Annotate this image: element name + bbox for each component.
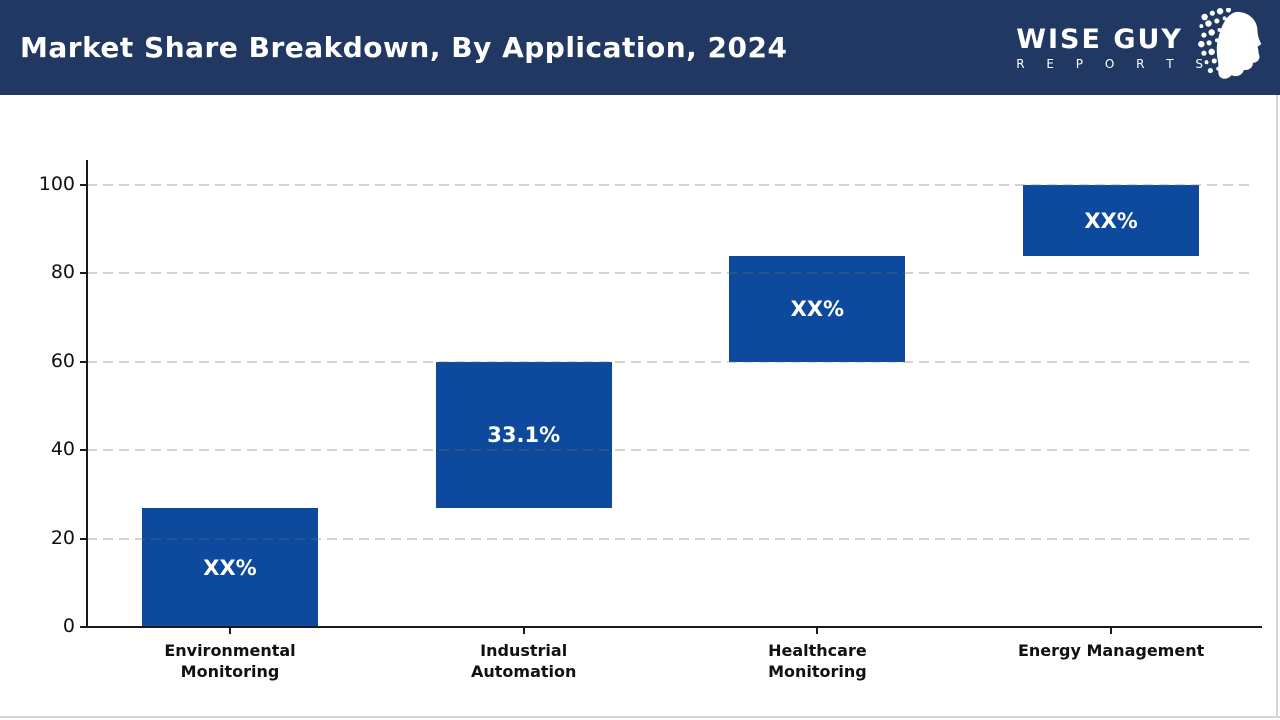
x-category-label-energy-management: Energy Management: [1017, 641, 1205, 660]
gridline-y-100: [87, 184, 1254, 186]
x-category-label-environmental-monitoring: Environmental Monitoring: [164, 641, 296, 681]
x-category-label-healthcare-monitoring: Healthcare Monitoring: [768, 641, 867, 681]
y-tick-label-100: 100: [38, 173, 75, 195]
y-axis-line: [86, 160, 88, 628]
y-tick-label-40: 40: [50, 438, 75, 461]
x-tick-mark: [229, 628, 231, 634]
brand-logo-subtitle: R E P O R T S: [1016, 56, 1212, 71]
x-tick-mark: [522, 628, 525, 634]
x-category-label-industrial-automation: Industrial Automation: [470, 641, 577, 681]
bar-value-label: XX%: [203, 555, 257, 580]
bar-value-label: XX%: [790, 296, 845, 321]
header-bar: Market Share Breakdown, By Application, …: [0, 0, 1280, 95]
gridline-y-80: [87, 272, 1254, 275]
bar-value-label: XX%: [1084, 208, 1138, 233]
y-tick-mark: [80, 272, 87, 275]
bar-environmental-monitoring: XX%: [142, 508, 318, 627]
x-tick-mark: [816, 628, 819, 634]
gridline-y-60: [87, 360, 1254, 363]
y-tick-label-80: 80: [50, 261, 75, 284]
figure-border-right: [1276, 95, 1278, 717]
y-tick-label-20: 20: [50, 526, 75, 549]
x-tick-mark: [1110, 628, 1113, 634]
gridline-y-20: [87, 537, 1254, 540]
y-tick-mark: [80, 449, 87, 452]
page-title: Market Share Breakdown, By Application, …: [20, 31, 788, 64]
y-tick-label-0: 0: [62, 615, 75, 637]
gridline-y-40: [87, 449, 1254, 452]
brand-logo-name: WISE GUY: [1016, 23, 1183, 55]
y-tick-mark: [80, 184, 87, 186]
brand-logo-text: WISE GUY R E P O R T S: [1016, 23, 1212, 72]
y-tick-label-60: 60: [50, 349, 75, 372]
bar-industrial-automation: 33.1%: [435, 361, 612, 509]
y-tick-mark: [80, 626, 87, 628]
y-tick-mark: [80, 360, 87, 363]
bar-value-label: 33.1%: [487, 422, 561, 447]
chart-figure: XX% Environmental Monitoring 33.1% Industria…: [0, 95, 1280, 720]
figure-border-bottom: [0, 716, 1280, 718]
y-tick-mark: [80, 537, 87, 540]
brand-logo: WISE GUY R E P O R T S: [1016, 6, 1266, 90]
bar-healthcare-monitoring: XX%: [729, 256, 906, 362]
x-axis-line: [86, 626, 1262, 628]
bar-energy-management: XX%: [1023, 185, 1200, 257]
